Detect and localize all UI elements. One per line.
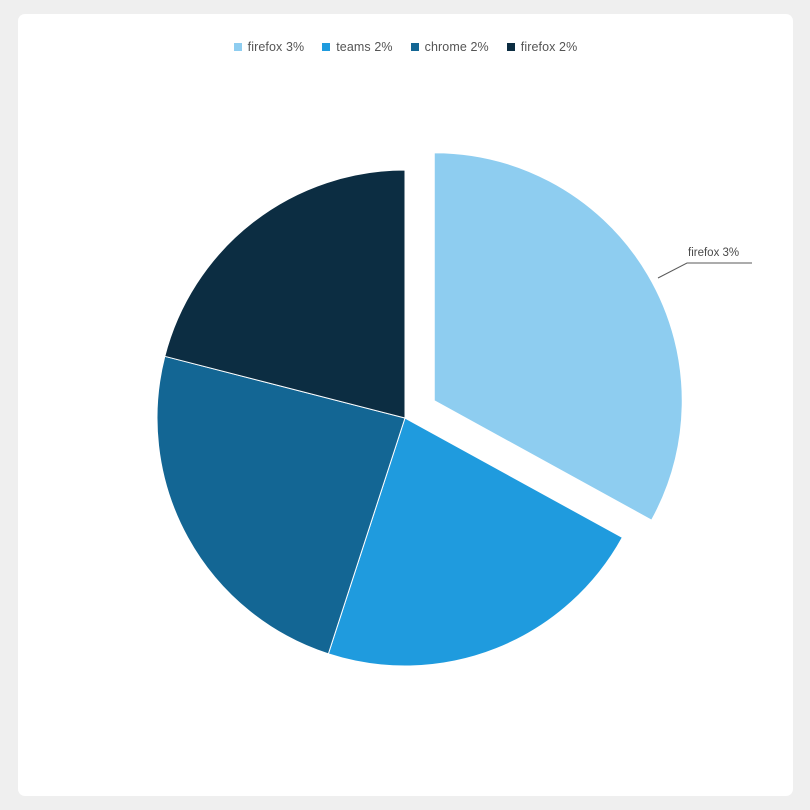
legend-item-1[interactable]: teams 2% xyxy=(322,40,393,54)
pie-slice[interactable] xyxy=(433,152,683,521)
pie-slice[interactable] xyxy=(156,355,406,655)
legend-swatch-icon xyxy=(410,43,419,51)
pie-chart-svg xyxy=(156,152,752,667)
legend-swatch-icon xyxy=(506,43,515,51)
legend-item-2[interactable]: chrome 2% xyxy=(410,40,489,54)
pie-slice-group xyxy=(156,152,683,667)
legend-item-label: firefox 3% xyxy=(247,40,305,54)
chart-legend: firefox 3% teams 2% chrome 2% firefox 2% xyxy=(18,40,793,54)
annotation-leader-line xyxy=(657,262,752,279)
legend-item-0[interactable]: firefox 3% xyxy=(233,40,305,54)
pie-chart-plot-area: firefox 3% xyxy=(18,14,793,796)
slice-annotation-label: firefox 3% xyxy=(688,247,740,259)
legend-swatch-icon xyxy=(233,43,242,51)
legend-swatch-icon xyxy=(322,43,331,51)
legend-item-label: teams 2% xyxy=(336,40,393,54)
legend-item-label: firefox 2% xyxy=(520,40,578,54)
chart-card: firefox 3% teams 2% chrome 2% firefox 2%… xyxy=(18,14,793,796)
legend-item-3[interactable]: firefox 2% xyxy=(506,40,578,54)
pie-slice[interactable] xyxy=(164,169,406,419)
legend-item-label: chrome 2% xyxy=(424,40,489,54)
pie-slice[interactable] xyxy=(327,417,624,667)
pie-annotation-group xyxy=(657,262,752,279)
